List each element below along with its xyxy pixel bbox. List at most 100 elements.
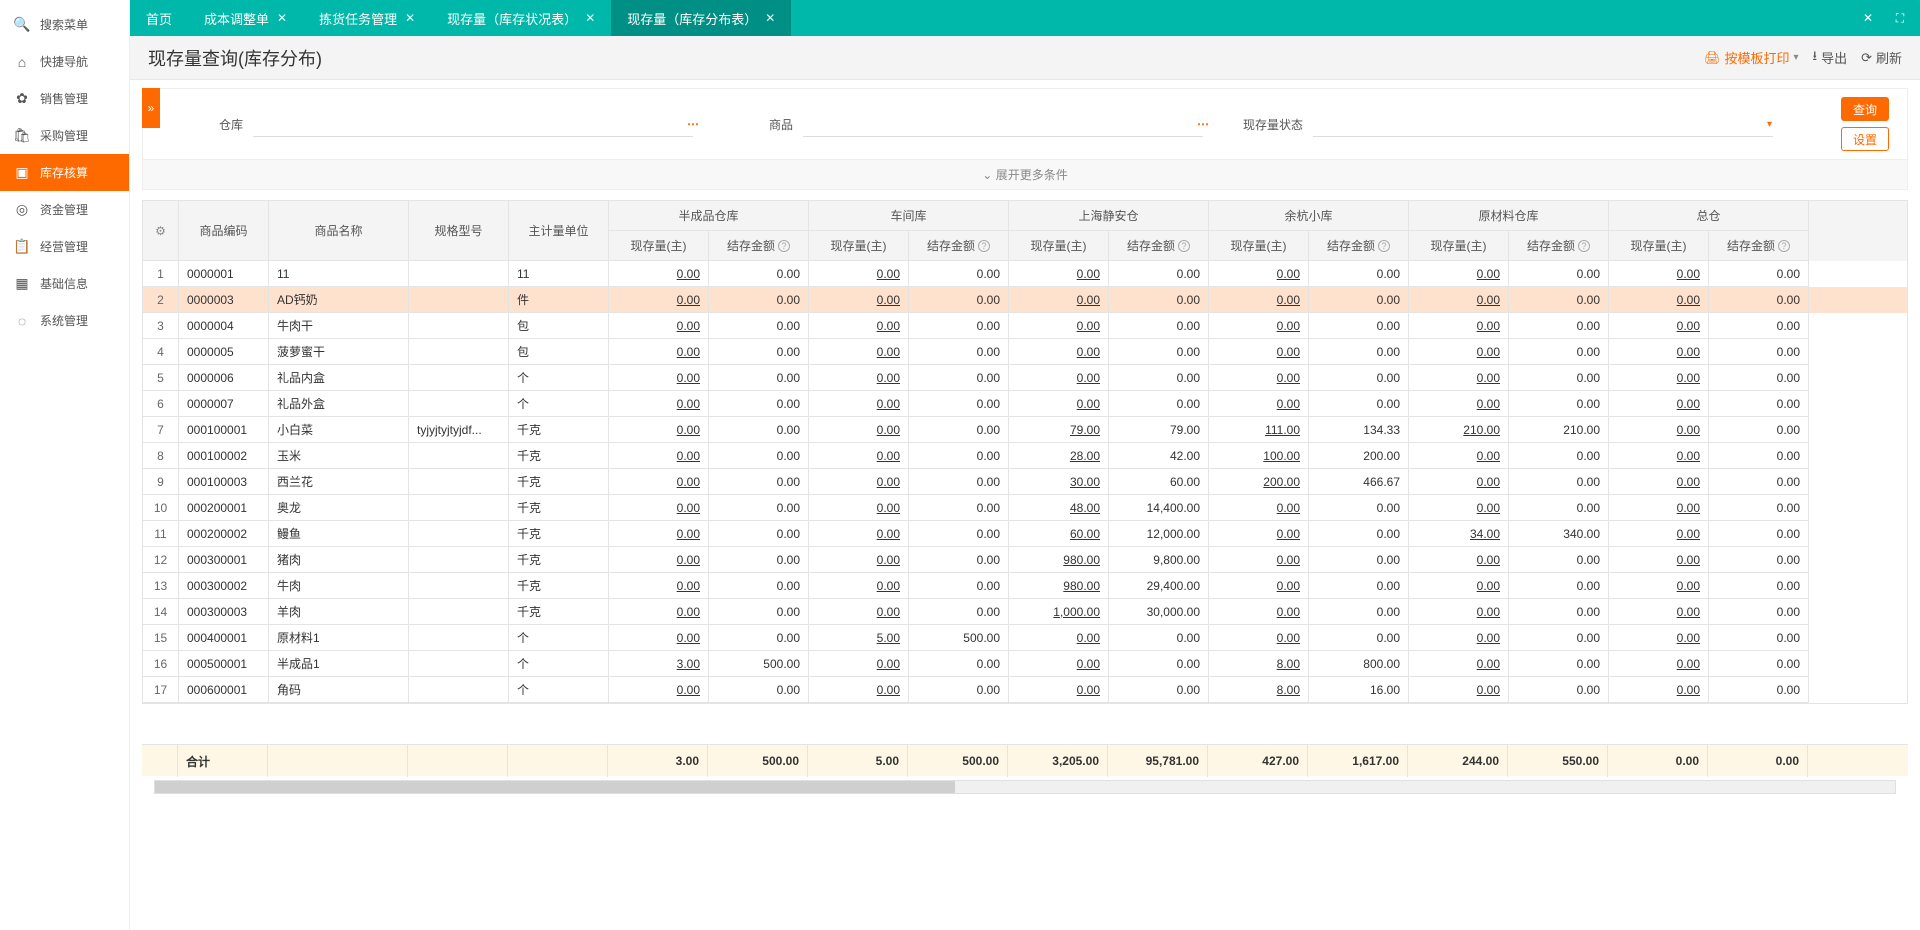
cell-qty[interactable]: 0.00 (1409, 339, 1509, 365)
cell-qty[interactable]: 0.00 (809, 599, 909, 625)
warehouse-input[interactable] (253, 111, 693, 137)
table-row[interactable]: 9000100003西兰花千克0.000.000.000.0030.0060.0… (143, 469, 1907, 495)
tab[interactable]: 拣货任务管理✕ (303, 0, 431, 36)
table-row[interactable]: 60000007礼品外盒个0.000.000.000.000.000.000.0… (143, 391, 1907, 417)
cell-qty[interactable]: 0.00 (809, 573, 909, 599)
cell-qty[interactable]: 0.00 (1609, 573, 1709, 599)
cell-qty[interactable]: 980.00 (1009, 547, 1109, 573)
tabs-close-all-icon[interactable]: ✕ (1854, 4, 1882, 32)
cell-qty[interactable]: 0.00 (1009, 625, 1109, 651)
cell-qty[interactable]: 0.00 (1609, 261, 1709, 287)
cell-qty[interactable]: 0.00 (1009, 391, 1109, 417)
cell-qty[interactable]: 0.00 (1409, 261, 1509, 287)
sidebar-item-buy[interactable]: 🛍采购管理 (0, 117, 129, 154)
collapse-filter-handle[interactable]: » (142, 88, 160, 128)
cell-qty[interactable]: 0.00 (1209, 287, 1309, 313)
expand-filters-button[interactable]: ⌄ 展开更多条件 (143, 159, 1907, 189)
cell-qty[interactable]: 111.00 (1209, 417, 1309, 443)
cell-qty[interactable]: 0.00 (1209, 573, 1309, 599)
table-row[interactable]: 40000005菠萝蜜干包0.000.000.000.000.000.000.0… (143, 339, 1907, 365)
cell-qty[interactable]: 0.00 (809, 443, 909, 469)
cell-qty[interactable]: 0.00 (809, 339, 909, 365)
cell-qty[interactable]: 0.00 (809, 313, 909, 339)
cell-qty[interactable]: 60.00 (1009, 521, 1109, 547)
tab-close-icon[interactable]: ✕ (405, 11, 415, 25)
column-settings-icon[interactable]: ⚙ (143, 201, 179, 261)
table-row[interactable]: 30000004牛肉干包0.000.000.000.000.000.000.00… (143, 313, 1907, 339)
cell-qty[interactable]: 30.00 (1009, 469, 1109, 495)
tab-close-icon[interactable]: ✕ (585, 11, 595, 25)
cell-qty[interactable]: 0.00 (1609, 651, 1709, 677)
tab[interactable]: 首页 (130, 0, 188, 36)
cell-qty[interactable]: 0.00 (1009, 287, 1109, 313)
table-row[interactable]: 14000300003羊肉千克0.000.000.000.001,000.003… (143, 599, 1907, 625)
cell-qty[interactable]: 3.00 (609, 651, 709, 677)
tab[interactable]: 现存量（库存分布表）✕ (611, 0, 791, 36)
cell-qty[interactable]: 0.00 (609, 599, 709, 625)
table-row[interactable]: 50000006礼品内盒个0.000.000.000.000.000.000.0… (143, 365, 1907, 391)
cell-qty[interactable]: 0.00 (809, 521, 909, 547)
cell-qty[interactable]: 100.00 (1209, 443, 1309, 469)
cell-qty[interactable]: 0.00 (609, 313, 709, 339)
cell-qty[interactable]: 0.00 (809, 287, 909, 313)
cell-qty[interactable]: 0.00 (1209, 339, 1309, 365)
sidebar-item-biz[interactable]: 📋经营管理 (0, 228, 129, 265)
tab-close-icon[interactable]: ✕ (277, 11, 287, 25)
sidebar-item-base[interactable]: ▦基础信息 (0, 265, 129, 302)
table-row[interactable]: 10000200001奥龙千克0.000.000.000.0048.0014,4… (143, 495, 1907, 521)
cell-qty[interactable]: 0.00 (609, 625, 709, 651)
cell-qty[interactable]: 0.00 (1009, 339, 1109, 365)
refresh-button[interactable]: ⟳ 刷新 (1861, 48, 1902, 67)
cell-qty[interactable]: 48.00 (1009, 495, 1109, 521)
product-picker-icon[interactable]: ⋯ (1197, 117, 1209, 131)
cell-qty[interactable]: 0.00 (609, 261, 709, 287)
cell-qty[interactable]: 0.00 (1409, 677, 1509, 703)
status-input[interactable] (1313, 111, 1773, 137)
cell-qty[interactable]: 0.00 (1009, 677, 1109, 703)
cell-qty[interactable]: 0.00 (609, 365, 709, 391)
cell-qty[interactable]: 0.00 (609, 521, 709, 547)
cell-qty[interactable]: 0.00 (809, 469, 909, 495)
cell-qty[interactable]: 0.00 (1609, 391, 1709, 417)
sidebar-item-sale[interactable]: ✿销售管理 (0, 80, 129, 117)
settings-button[interactable]: 设置 (1841, 127, 1889, 151)
cell-qty[interactable]: 0.00 (1609, 547, 1709, 573)
cell-qty[interactable]: 0.00 (609, 677, 709, 703)
cell-qty[interactable]: 0.00 (609, 417, 709, 443)
cell-qty[interactable]: 0.00 (1409, 547, 1509, 573)
cell-qty[interactable]: 0.00 (609, 573, 709, 599)
table-row[interactable]: 11000200002鳗鱼千克0.000.000.000.0060.0012,0… (143, 521, 1907, 547)
cell-qty[interactable]: 0.00 (1609, 365, 1709, 391)
tabs-expand-icon[interactable]: ⛶ (1886, 4, 1914, 32)
table-row[interactable]: 20000003AD钙奶件0.000.000.000.000.000.000.0… (143, 287, 1907, 313)
cell-qty[interactable]: 0.00 (809, 417, 909, 443)
cell-qty[interactable]: 0.00 (1009, 261, 1109, 287)
cell-qty[interactable]: 0.00 (1209, 365, 1309, 391)
horizontal-scrollbar[interactable] (154, 780, 1896, 794)
cell-qty[interactable]: 0.00 (1009, 651, 1109, 677)
cell-qty[interactable]: 0.00 (1209, 599, 1309, 625)
cell-qty[interactable]: 0.00 (809, 391, 909, 417)
product-input[interactable] (803, 111, 1203, 137)
status-dropdown-icon[interactable]: ▾ (1767, 119, 1772, 130)
warehouse-picker-icon[interactable]: ⋯ (687, 117, 699, 131)
cell-qty[interactable]: 8.00 (1209, 651, 1309, 677)
cell-qty[interactable]: 0.00 (1009, 365, 1109, 391)
cell-qty[interactable]: 0.00 (1609, 417, 1709, 443)
cell-qty[interactable]: 5.00 (809, 625, 909, 651)
cell-qty[interactable]: 0.00 (1409, 391, 1509, 417)
cell-qty[interactable]: 0.00 (609, 495, 709, 521)
cell-qty[interactable]: 0.00 (1409, 625, 1509, 651)
cell-qty[interactable]: 0.00 (1409, 313, 1509, 339)
cell-qty[interactable]: 0.00 (1409, 287, 1509, 313)
cell-qty[interactable]: 79.00 (1009, 417, 1109, 443)
cell-qty[interactable]: 0.00 (1609, 443, 1709, 469)
export-button[interactable]: ⭳ 导出 (1813, 47, 1848, 69)
sidebar-item-search[interactable]: 🔍搜索菜单 (0, 6, 129, 43)
cell-qty[interactable]: 0.00 (609, 547, 709, 573)
print-template-button[interactable]: 🖨 按模板打印 ▾ (1704, 48, 1799, 67)
cell-qty[interactable]: 0.00 (1209, 625, 1309, 651)
cell-qty[interactable]: 0.00 (1609, 287, 1709, 313)
tab[interactable]: 现存量（库存状况表）✕ (431, 0, 611, 36)
cell-qty[interactable]: 0.00 (1409, 573, 1509, 599)
